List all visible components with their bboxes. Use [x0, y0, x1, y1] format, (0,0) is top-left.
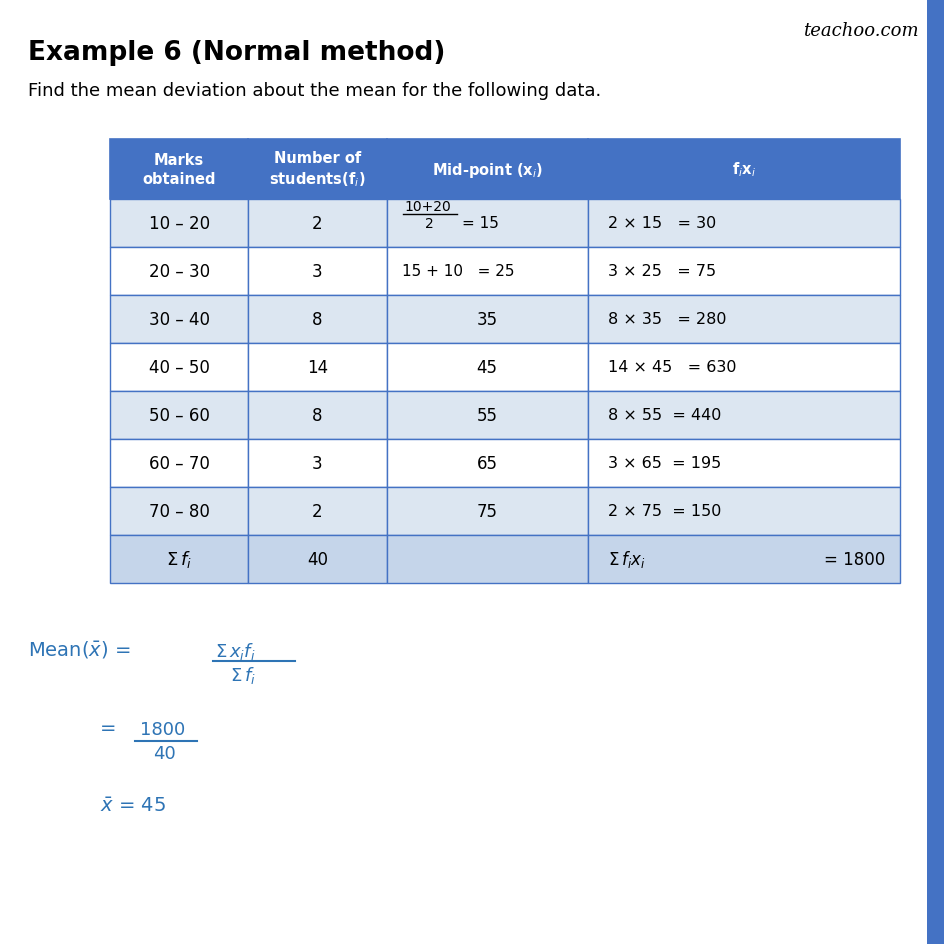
Text: f$_i$x$_i$: f$_i$x$_i$	[731, 160, 755, 179]
Bar	[587, 140, 899, 200]
Bar	[587, 295, 899, 344]
Bar	[248, 295, 386, 344]
Text: 2: 2	[312, 215, 322, 233]
Text: 40: 40	[153, 744, 176, 762]
Text: $\Sigma\,f_i x_i$: $\Sigma\,f_i x_i$	[607, 548, 645, 570]
Text: Find the mean deviation about the mean for the following data.: Find the mean deviation about the mean f…	[28, 82, 600, 100]
Bar	[587, 535, 899, 583]
Text: $\Sigma\,f_i$: $\Sigma\,f_i$	[229, 665, 256, 685]
Text: Mid-point (x$_i$): Mid-point (x$_i$)	[431, 160, 542, 179]
Bar	[248, 535, 386, 583]
Text: 2 × 75  = 150: 2 × 75 = 150	[607, 504, 720, 519]
Bar	[110, 247, 248, 295]
Text: = 1800: = 1800	[823, 550, 885, 568]
Bar	[386, 295, 587, 344]
Text: =: =	[100, 718, 116, 737]
Text: $\Sigma\,x_i f_i$: $\Sigma\,x_i f_i$	[215, 640, 256, 662]
Text: 2: 2	[424, 217, 432, 230]
Bar	[386, 440, 587, 487]
Text: 8: 8	[312, 407, 322, 425]
Bar	[926, 0, 944, 944]
Bar	[386, 140, 587, 200]
Text: 10 – 20: 10 – 20	[148, 215, 210, 233]
Text: 8 × 55  = 440: 8 × 55 = 440	[607, 408, 720, 423]
Text: 50 – 60: 50 – 60	[148, 407, 210, 425]
Text: 60 – 70: 60 – 70	[148, 454, 210, 473]
Text: 14 × 45   = 630: 14 × 45 = 630	[607, 360, 735, 375]
Text: 3: 3	[312, 454, 322, 473]
Bar	[386, 392, 587, 440]
Text: 45: 45	[476, 359, 497, 377]
Text: 15 + 10   = 25: 15 + 10 = 25	[401, 264, 514, 279]
Text: 40 – 50: 40 – 50	[148, 359, 210, 377]
Text: 3 × 25   = 75: 3 × 25 = 75	[607, 264, 716, 279]
Bar	[110, 344, 248, 392]
Bar	[587, 487, 899, 535]
Text: 3: 3	[312, 262, 322, 280]
Bar	[248, 140, 386, 200]
Text: 8 × 35   = 280: 8 × 35 = 280	[607, 312, 726, 328]
Text: 40: 40	[307, 550, 328, 568]
Bar	[248, 247, 386, 295]
Bar	[110, 440, 248, 487]
Text: $\bar{x}$ = 45: $\bar{x}$ = 45	[100, 796, 166, 815]
Bar	[587, 344, 899, 392]
Bar	[248, 344, 386, 392]
Text: 70 – 80: 70 – 80	[148, 502, 210, 520]
Bar	[587, 200, 899, 247]
Text: 3 × 65  = 195: 3 × 65 = 195	[607, 456, 720, 471]
Bar	[587, 392, 899, 440]
Bar	[386, 535, 587, 583]
Bar	[110, 392, 248, 440]
Text: 65: 65	[476, 454, 497, 473]
Bar	[587, 440, 899, 487]
Bar	[587, 247, 899, 295]
Bar	[248, 392, 386, 440]
Bar	[110, 140, 248, 200]
Bar	[386, 247, 587, 295]
Text: 8: 8	[312, 311, 322, 329]
Text: 10+20: 10+20	[404, 200, 451, 213]
Bar	[248, 200, 386, 247]
Text: Marks
obtained: Marks obtained	[143, 153, 215, 187]
Text: = 15: = 15	[462, 216, 498, 231]
Text: teachoo.com: teachoo.com	[802, 22, 918, 40]
Text: 30 – 40: 30 – 40	[148, 311, 210, 329]
Bar	[110, 200, 248, 247]
Bar	[386, 344, 587, 392]
Text: 2 × 15   = 30: 2 × 15 = 30	[607, 216, 716, 231]
Bar	[110, 295, 248, 344]
Text: 20 – 30: 20 – 30	[148, 262, 210, 280]
Text: 75: 75	[476, 502, 497, 520]
Bar	[110, 535, 248, 583]
Text: 2: 2	[312, 502, 322, 520]
Bar	[386, 200, 587, 247]
Text: Example 6 (Normal method): Example 6 (Normal method)	[28, 40, 445, 66]
Bar	[248, 487, 386, 535]
Text: 14: 14	[307, 359, 328, 377]
Text: $\Sigma\,f_i$: $\Sigma\,f_i$	[166, 548, 192, 570]
Text: Number of
students(f$_i$): Number of students(f$_i$)	[269, 150, 365, 189]
Text: 55: 55	[476, 407, 497, 425]
Text: 35: 35	[476, 311, 497, 329]
Bar	[248, 440, 386, 487]
Bar	[386, 487, 587, 535]
Bar	[110, 487, 248, 535]
Text: Mean($\bar{x}$) =: Mean($\bar{x}$) =	[28, 638, 130, 659]
Text: 1800: 1800	[140, 720, 185, 738]
